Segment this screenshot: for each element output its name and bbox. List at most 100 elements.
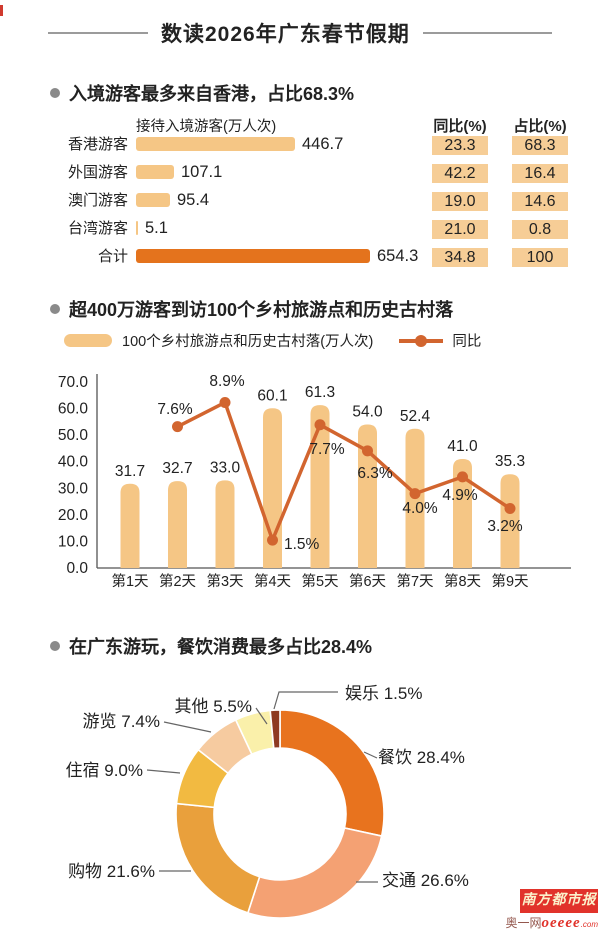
bar-day6: [358, 424, 377, 568]
bar-axis-label: 接待入境游客(万人次): [136, 119, 277, 135]
legend-bar-label: 100个乡村旅游点和历史古村落(万人次): [122, 334, 374, 350]
legend-bar-swatch: [64, 334, 112, 347]
trend-point: [219, 396, 231, 408]
donut-label-游览: 游览 7.4%: [83, 712, 160, 731]
bar-value-label: 32.7: [162, 460, 192, 477]
row-label: 合计: [97, 248, 128, 265]
x-tick-label: 第7天: [396, 572, 433, 590]
title-left-rule: [48, 32, 148, 34]
row-label: 台湾游客: [67, 220, 128, 237]
y-tick-label: 70.0: [58, 374, 89, 391]
trend-value-label: 7.7%: [309, 441, 345, 458]
donut-slice-餐饮: [279, 709, 385, 838]
row-value: 446.7: [302, 135, 344, 153]
donut-label-其他: 其他 5.5%: [175, 697, 252, 716]
section1-heading: 入境游客最多来自香港，占比68.3%: [50, 80, 354, 106]
share-cell: 0.8: [512, 220, 568, 239]
row-bar: [136, 249, 370, 263]
trend-point: [314, 419, 326, 431]
row-value: 5.1: [145, 219, 168, 237]
donut-label-娱乐: 娱乐 1.5%: [345, 684, 422, 703]
bar-day9: [500, 474, 520, 568]
yoy-cell: 19.0: [432, 192, 488, 211]
donut-leader-其他: [255, 707, 268, 725]
col-header-yoy: 同比(%): [433, 118, 487, 135]
title-right-rule: [422, 32, 552, 34]
legend-line-swatch: [399, 334, 444, 347]
row-value: 95.4: [177, 191, 210, 209]
bullet-icon: [50, 88, 60, 98]
bullet-icon: [50, 641, 60, 651]
publisher-brand: 南方都市报 奥一网oeeee.com: [488, 889, 598, 932]
row-value: 107.1: [181, 163, 223, 181]
legend-line-dot: [415, 335, 428, 347]
x-tick-label: 第3天: [206, 572, 243, 590]
yoy-cell: 42.2: [432, 164, 488, 183]
y-tick-label: 30.0: [58, 480, 89, 497]
y-tick-label: 50.0: [58, 427, 89, 444]
donut-leader-娱乐: [273, 691, 338, 710]
x-tick-label: 第1天: [111, 572, 148, 590]
inbound-visitors-chart: 接待入境游客(万人次) 同比(%) 占比(%) 香港游客 446.7 23.3 68.…: [0, 112, 600, 282]
row-bar: [136, 193, 170, 207]
share-cell: 100: [512, 248, 568, 267]
y-tick-label: 0.0: [66, 560, 88, 577]
y-tick-label: 40.0: [58, 454, 89, 471]
bar-value-label: 52.4: [400, 408, 431, 425]
y-tick-label: 60.0: [58, 401, 89, 418]
donut-slice-购物: [175, 802, 261, 914]
donut-label-餐饮: 餐饮 28.4%: [378, 748, 465, 767]
bar-day5: [310, 405, 330, 568]
y-tick-label: 10.0: [58, 533, 89, 550]
row-bar: [136, 165, 174, 179]
row-bar: [136, 137, 295, 151]
donut-leader-住宿: [146, 769, 181, 774]
site-tld: .com: [580, 920, 598, 929]
bar-value-label: 61.3: [305, 384, 335, 401]
trend-line: [175, 400, 512, 542]
row-bar: [136, 221, 138, 235]
trend-point: [362, 445, 373, 457]
bar-day2: [168, 481, 187, 568]
trend-value-label: 8.9%: [209, 373, 245, 390]
donut-label-交通: 交通 26.6%: [382, 871, 469, 890]
section2-heading: 超400万游客到访100个乡村旅游点和历史古村落: [50, 296, 453, 322]
trend-value-label: 3.2%: [487, 518, 523, 535]
legend-line-label: 同比: [452, 334, 482, 350]
bar-value-label: 35.3: [495, 453, 525, 470]
yoy-cell: 21.0: [432, 220, 488, 239]
row-label: 香港游客: [67, 136, 128, 153]
x-tick-label: 第5天: [301, 572, 338, 590]
x-tick-label: 第8天: [444, 572, 481, 590]
bar-value-label: 60.1: [257, 387, 287, 404]
donut-leader-餐饮: [363, 751, 378, 759]
bullet-icon: [50, 304, 60, 314]
site-domain: oeeee: [541, 915, 581, 931]
spending-donut-chart: 餐饮 28.4% 交通 26.6% 购物 21.6% 住宿 9.0% 游览 7.4% 其他…: [66, 684, 469, 919]
x-tick-label: 第9天: [491, 572, 528, 590]
donut-label-购物: 购物 21.6%: [68, 862, 155, 881]
trend-point: [457, 471, 468, 483]
section3-heading: 在广东游玩，餐饮消费最多占比28.4%: [50, 633, 372, 659]
trend-value-label: 4.0%: [402, 500, 438, 517]
yoy-cell: 23.3: [432, 136, 488, 155]
trend-point: [172, 421, 183, 433]
newspaper-logo: 南方都市报: [520, 889, 598, 913]
section3-title: 在广东游玩，餐饮消费最多占比28.4%: [69, 637, 373, 657]
row-label: 澳门游客: [67, 192, 128, 209]
x-tick-label: 第2天: [159, 572, 196, 590]
donut-leader-游览: [163, 721, 212, 733]
trend-value-label: 6.3%: [357, 465, 393, 482]
share-cell: 14.6: [512, 192, 568, 211]
donut-slice-交通: [246, 827, 383, 919]
page-edge-mark: [0, 5, 3, 16]
trend-point: [267, 534, 278, 546]
trend-value-label: 1.5%: [284, 536, 320, 553]
donut-label-住宿: 住宿 9.0%: [66, 761, 143, 780]
bar-day1: [120, 483, 140, 568]
trend-value-label: 7.6%: [157, 401, 193, 418]
bar-value-label: 33.0: [210, 459, 241, 476]
daily-visitors-combo-chart: 0.0 10.0 20.0 30.0 40.0 50.0 60.0 70.0 31.7 第1天 32…: [58, 373, 571, 590]
page-title: 数读2026年广东春节假期: [161, 23, 410, 46]
